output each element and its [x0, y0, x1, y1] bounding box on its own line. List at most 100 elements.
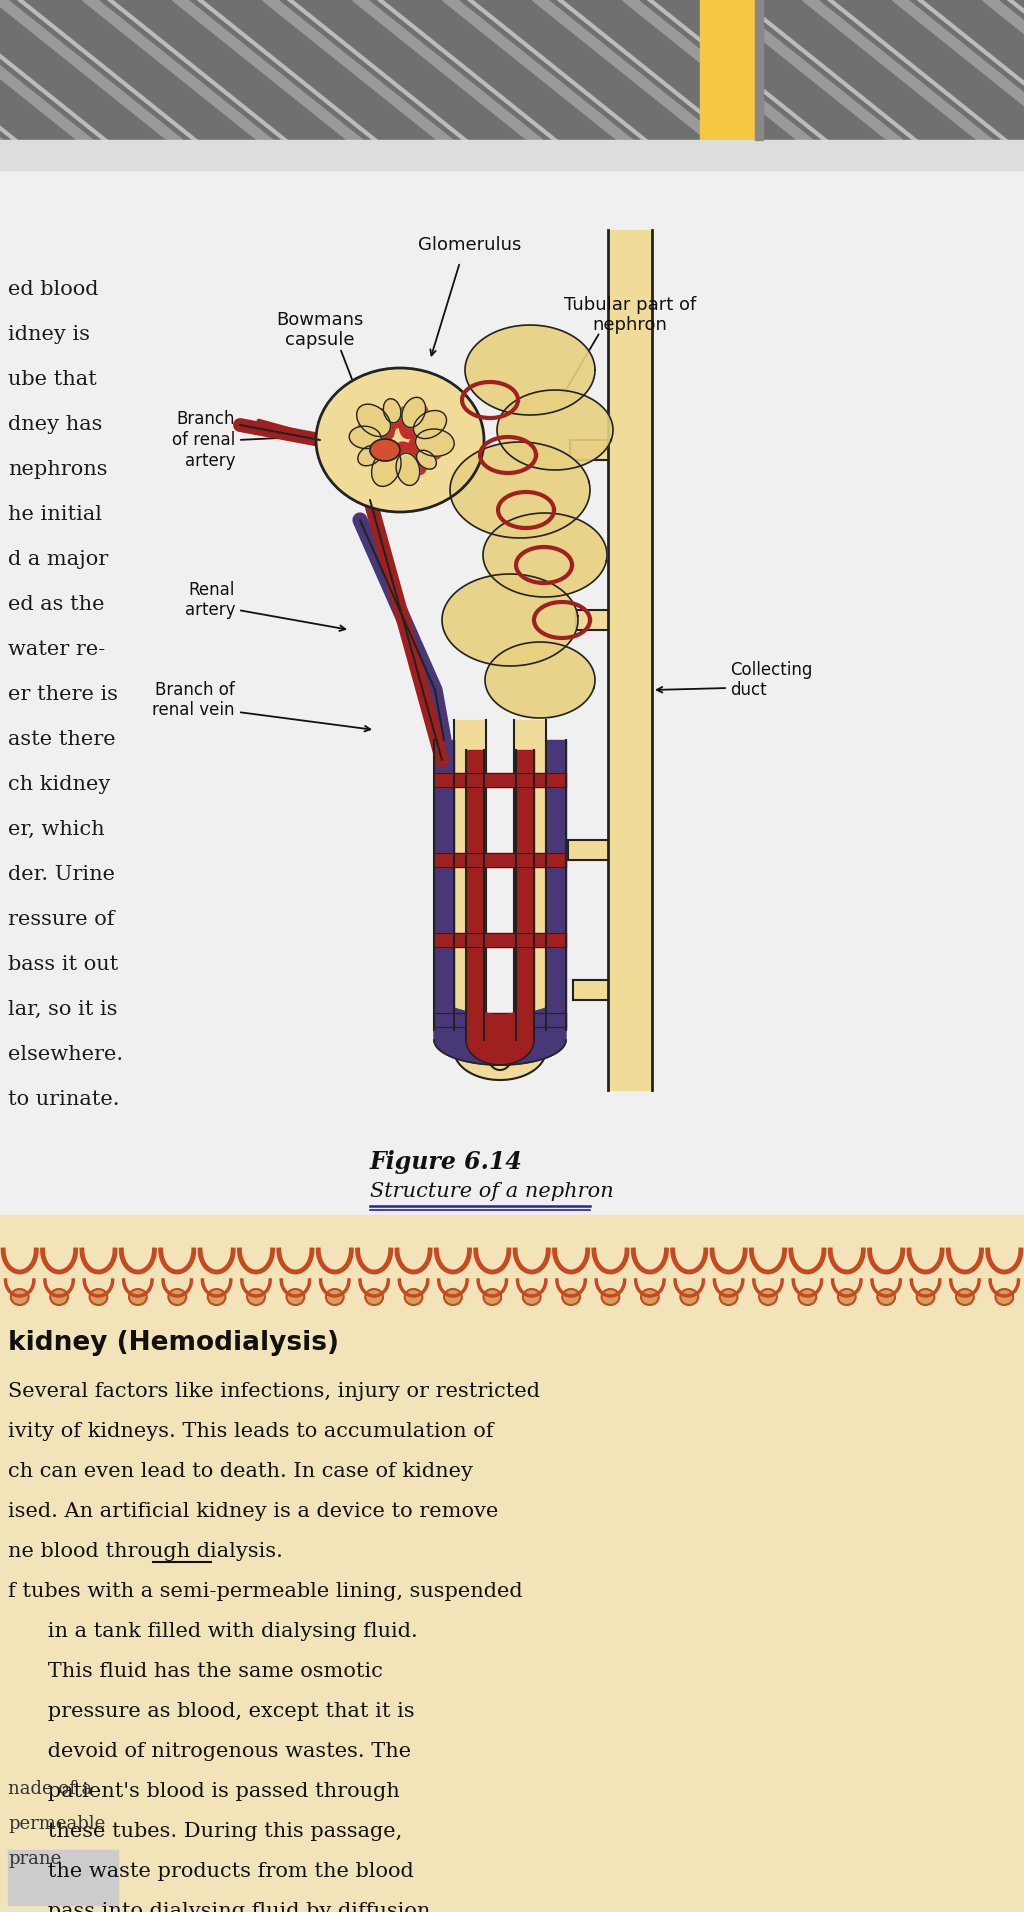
- Ellipse shape: [316, 367, 484, 512]
- Ellipse shape: [247, 1289, 265, 1306]
- Bar: [0, 140, 1024, 170]
- Ellipse shape: [404, 1289, 423, 1306]
- Text: er, which: er, which: [8, 820, 104, 839]
- Ellipse shape: [413, 423, 439, 442]
- Text: idney is: idney is: [8, 325, 90, 344]
- Text: pressure as blood, except that it is: pressure as blood, except that it is: [8, 1702, 415, 1721]
- Text: ch can even lead to death. In case of kidney: ch can even lead to death. In case of ki…: [8, 1463, 473, 1482]
- Polygon shape: [465, 325, 595, 415]
- Ellipse shape: [385, 447, 406, 476]
- Text: the waste products from the blood: the waste products from the blood: [8, 1862, 414, 1881]
- Polygon shape: [450, 442, 590, 537]
- Ellipse shape: [412, 417, 431, 436]
- Bar: [0, 161, 1024, 1241]
- Ellipse shape: [90, 1289, 108, 1306]
- Ellipse shape: [401, 398, 426, 428]
- Text: der. Urine: der. Urine: [8, 864, 115, 883]
- Bar: [8, 1851, 118, 1904]
- Ellipse shape: [414, 411, 446, 438]
- Ellipse shape: [396, 405, 413, 430]
- Text: elsewhere.: elsewhere.: [8, 1046, 123, 1063]
- FancyBboxPatch shape: [0, 1241, 1014, 1912]
- Polygon shape: [442, 574, 578, 665]
- Polygon shape: [516, 750, 534, 1040]
- Text: permeable: permeable: [8, 1814, 105, 1834]
- Ellipse shape: [357, 430, 386, 449]
- Text: Several factors like infections, injury or restricted: Several factors like infections, injury …: [8, 1382, 540, 1401]
- Bar: [0, 0, 1024, 161]
- Text: ressure of: ressure of: [8, 910, 115, 929]
- Ellipse shape: [370, 445, 387, 463]
- Ellipse shape: [357, 445, 382, 467]
- Text: kidney (Hemodialysis): kidney (Hemodialysis): [8, 1331, 339, 1356]
- Text: lar, so it is: lar, so it is: [8, 1000, 118, 1019]
- Polygon shape: [466, 990, 534, 1065]
- Ellipse shape: [523, 1289, 541, 1306]
- Text: Bowmans
capsule: Bowmans capsule: [276, 310, 364, 350]
- Polygon shape: [570, 440, 608, 461]
- Text: f tubes with a semi-permeable lining, suspended: f tubes with a semi-permeable lining, su…: [8, 1581, 522, 1600]
- Polygon shape: [454, 721, 486, 1050]
- Ellipse shape: [376, 409, 396, 434]
- Ellipse shape: [995, 1289, 1013, 1306]
- Ellipse shape: [372, 449, 401, 486]
- Text: Renal
artery: Renal artery: [184, 581, 234, 619]
- Text: in a tank filled with dialysing fluid.: in a tank filled with dialysing fluid.: [8, 1621, 418, 1640]
- Text: Branch
of renal
artery: Branch of renal artery: [172, 411, 234, 470]
- Polygon shape: [568, 839, 608, 860]
- Text: prane: prane: [8, 1851, 61, 1868]
- Text: Structure of a nephron: Structure of a nephron: [370, 1182, 613, 1201]
- Text: er there is: er there is: [8, 684, 118, 704]
- Ellipse shape: [641, 1289, 658, 1306]
- Bar: [700, 0, 760, 140]
- Text: Glomerulus: Glomerulus: [419, 235, 521, 254]
- Text: bass it out: bass it out: [8, 954, 118, 973]
- Polygon shape: [434, 990, 566, 1065]
- Ellipse shape: [396, 453, 420, 486]
- Ellipse shape: [483, 1289, 501, 1306]
- Ellipse shape: [878, 1289, 895, 1306]
- Ellipse shape: [720, 1289, 737, 1306]
- Text: ube that: ube that: [8, 371, 96, 388]
- Ellipse shape: [375, 445, 397, 472]
- Ellipse shape: [362, 440, 385, 455]
- Ellipse shape: [349, 426, 381, 449]
- Ellipse shape: [208, 1289, 225, 1306]
- Ellipse shape: [916, 1289, 935, 1306]
- Ellipse shape: [410, 436, 443, 459]
- Text: he initial: he initial: [8, 505, 102, 524]
- Polygon shape: [434, 853, 566, 866]
- Ellipse shape: [444, 1289, 462, 1306]
- Text: ised. An artificial kidney is a device to remove: ised. An artificial kidney is a device t…: [8, 1503, 499, 1522]
- Ellipse shape: [326, 1289, 344, 1306]
- Polygon shape: [514, 721, 546, 1050]
- Text: aste there: aste there: [8, 730, 116, 750]
- Text: nephrons: nephrons: [8, 461, 108, 480]
- Polygon shape: [575, 610, 608, 629]
- Ellipse shape: [50, 1289, 68, 1306]
- Text: dney has: dney has: [8, 415, 102, 434]
- Text: these tubes. During this passage,: these tubes. During this passage,: [8, 1822, 402, 1841]
- Ellipse shape: [287, 1289, 304, 1306]
- Polygon shape: [546, 740, 566, 1031]
- Bar: [755, 0, 763, 140]
- Text: This fluid has the same osmotic: This fluid has the same osmotic: [8, 1662, 383, 1681]
- Ellipse shape: [799, 1289, 816, 1306]
- Ellipse shape: [370, 440, 400, 461]
- Polygon shape: [485, 642, 595, 719]
- Polygon shape: [434, 740, 454, 1031]
- Ellipse shape: [759, 1289, 777, 1306]
- Ellipse shape: [392, 442, 418, 482]
- Text: ch kidney: ch kidney: [8, 774, 111, 793]
- Text: Figure 6.14: Figure 6.14: [370, 1149, 523, 1174]
- Text: Branch of
renal vein: Branch of renal vein: [153, 681, 234, 719]
- Ellipse shape: [11, 1289, 29, 1306]
- Ellipse shape: [399, 403, 428, 438]
- Text: ed blood: ed blood: [8, 279, 98, 298]
- Text: Tubular part of
nephron: Tubular part of nephron: [564, 296, 696, 335]
- Text: devoid of nitrogenous wastes. The: devoid of nitrogenous wastes. The: [8, 1742, 411, 1761]
- Ellipse shape: [416, 428, 455, 457]
- Ellipse shape: [168, 1289, 186, 1306]
- Polygon shape: [434, 772, 566, 788]
- Ellipse shape: [680, 1289, 698, 1306]
